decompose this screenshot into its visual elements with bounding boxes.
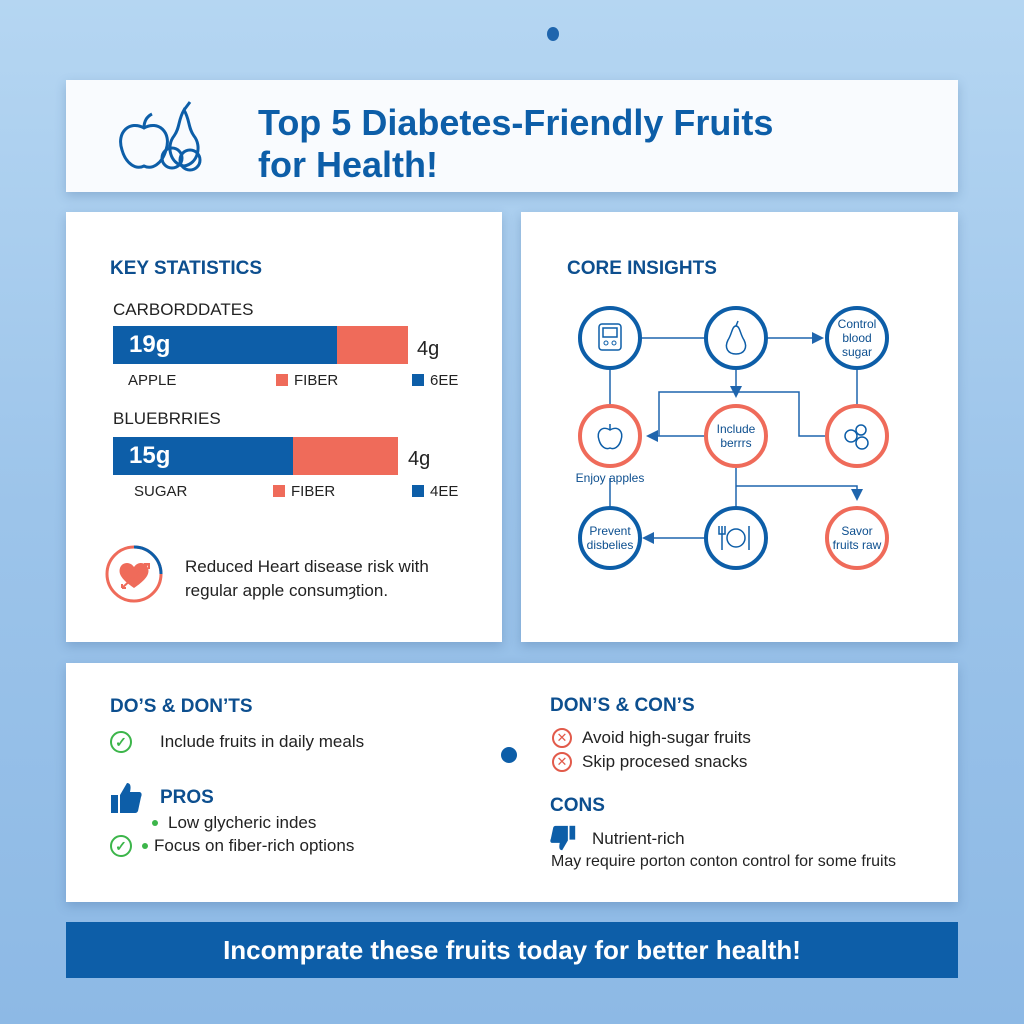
item-text: Avoid high-sugar fruits — [582, 728, 751, 747]
thumbs-up-icon — [111, 783, 142, 813]
pros-item: Low glycheric indes — [152, 813, 316, 833]
insight-node — [578, 306, 642, 370]
node-circle — [578, 506, 642, 570]
node-caption: Enjoy apples — [576, 471, 645, 485]
x-circle-icon: ✕ — [552, 752, 572, 772]
core-insights-panel: CORE INSIGHTS Control blood sugar Enjoy app… — [521, 212, 958, 642]
insight-node: Enjoy apples — [576, 404, 645, 485]
bar-main-segment: 15g — [113, 437, 293, 475]
call-to-action-banner: Incomprate these fruits today for better… — [66, 922, 958, 978]
bar-side-value: 4g — [408, 448, 431, 470]
bar-side-value: 4g — [417, 338, 440, 360]
node-label: fruits raw — [833, 538, 882, 552]
node-circle — [704, 506, 768, 570]
decorative-pin — [547, 27, 559, 41]
heart-icon — [105, 545, 163, 603]
legend-fiber: FIBER — [273, 483, 335, 500]
node-circle — [704, 306, 768, 370]
node-label: sugar — [842, 345, 872, 359]
node-label: Prevent — [589, 524, 631, 538]
legend-swatch — [273, 485, 285, 497]
legend-swatch — [276, 374, 288, 386]
fruit-logo-icon — [119, 101, 202, 172]
apple-icon — [597, 424, 623, 450]
blueberry-bar: 15g — [113, 437, 398, 475]
plate-cutlery-icon — [718, 526, 750, 550]
node-label: Savor — [841, 524, 872, 538]
check-icon: ✓ — [110, 835, 132, 857]
key-statistics-panel: KEY STATISTICS CARBORDDATES 19g 4g APPLE… — [66, 212, 502, 642]
divider-dot — [501, 747, 517, 763]
dont-item: ✕ Skip procesed snacks — [552, 752, 747, 772]
apple-bar: 19g — [113, 326, 408, 364]
legend-fiber: FIBER — [276, 372, 338, 389]
legend-other: 6EE — [412, 372, 458, 389]
group-title: BLUEBRRIES — [113, 409, 221, 428]
item-text: Skip procesed snacks — [582, 752, 748, 771]
cons-note: May require porton conton control for so… — [551, 853, 897, 870]
bar-label: SUGAR — [134, 483, 188, 500]
node-label: Include — [717, 422, 756, 436]
berries-icon — [844, 424, 869, 450]
do-item: ✓ Include fruits in daily meals — [110, 731, 364, 753]
glucose-meter-icon — [598, 323, 622, 351]
note-line: Reduced Heart disease risk with — [185, 557, 429, 576]
bar-label: APPLE — [128, 372, 177, 389]
node-label: berrrs — [720, 436, 751, 450]
page-title: Top 5 Diabetes-Friendly Fruits for Healt… — [258, 102, 773, 186]
node-circle — [578, 404, 642, 468]
insight-node — [704, 306, 768, 370]
node-label: Control — [838, 317, 877, 331]
dons-cons-heading: DON’S & CON’S — [550, 695, 695, 716]
node-circle — [825, 506, 889, 570]
header-panel: Top 5 Diabetes-Friendly Fruits for Healt… — [66, 80, 958, 192]
insight-node — [704, 506, 768, 570]
node-label: blood — [842, 331, 871, 345]
node-label: disbelies — [587, 538, 634, 552]
note-line: regular apple consumȝtion. — [185, 581, 389, 600]
key-statistics-heading: KEY STATISTICS — [110, 258, 263, 279]
legend-text: 4EE — [430, 483, 459, 500]
bullet-dot — [152, 820, 158, 826]
pros-heading: PROS — [160, 787, 214, 808]
bar-fiber-segment — [337, 326, 408, 364]
heart-note: Reduced Heart disease risk with regular … — [185, 555, 429, 603]
dont-item: ✕ Avoid high-sugar fruits — [552, 728, 751, 748]
insight-node — [825, 404, 889, 468]
dos-donts-panel: DO’S & DON’TS ✓ Include fruits in daily m… — [66, 663, 958, 902]
group-title: CARBORDDATES — [113, 300, 254, 319]
legend-other: 4EE — [412, 483, 458, 500]
connectors — [609, 332, 863, 544]
title-line-1: Top 5 Diabetes-Friendly Fruits — [258, 102, 774, 143]
thumbs-down-icon — [550, 825, 576, 851]
node-circle — [704, 404, 768, 468]
legend-text: FIBER — [291, 483, 336, 500]
cons-item: Nutrient-rich — [592, 829, 685, 848]
item-text: Low glycheric indes — [168, 813, 317, 832]
title-line-2: for Health! — [258, 144, 438, 185]
item-text: Include fruits in daily meals — [160, 732, 365, 751]
x-circle-icon: ✕ — [552, 728, 572, 748]
pear-icon — [725, 320, 747, 355]
legend-swatch — [412, 374, 424, 386]
pros-item: ✓ Focus on fiber-rich options — [110, 835, 354, 857]
bar-fiber-segment — [292, 437, 398, 475]
node-circle — [578, 306, 642, 370]
check-icon: ✓ — [110, 731, 132, 753]
bar-main-segment: 19g — [113, 326, 338, 364]
bullet-dot — [142, 843, 148, 849]
node-circle — [825, 306, 889, 370]
legend-swatch — [412, 485, 424, 497]
legend-text: FIBER — [294, 372, 339, 389]
cons-heading: CONS — [550, 795, 605, 816]
item-text: Focus on fiber-rich options — [154, 836, 355, 855]
dos-donts-heading: DO’S & DON’TS — [110, 696, 253, 717]
core-insights-heading: CORE INSIGHTS — [567, 258, 717, 279]
legend-text: 6EE — [430, 372, 459, 389]
